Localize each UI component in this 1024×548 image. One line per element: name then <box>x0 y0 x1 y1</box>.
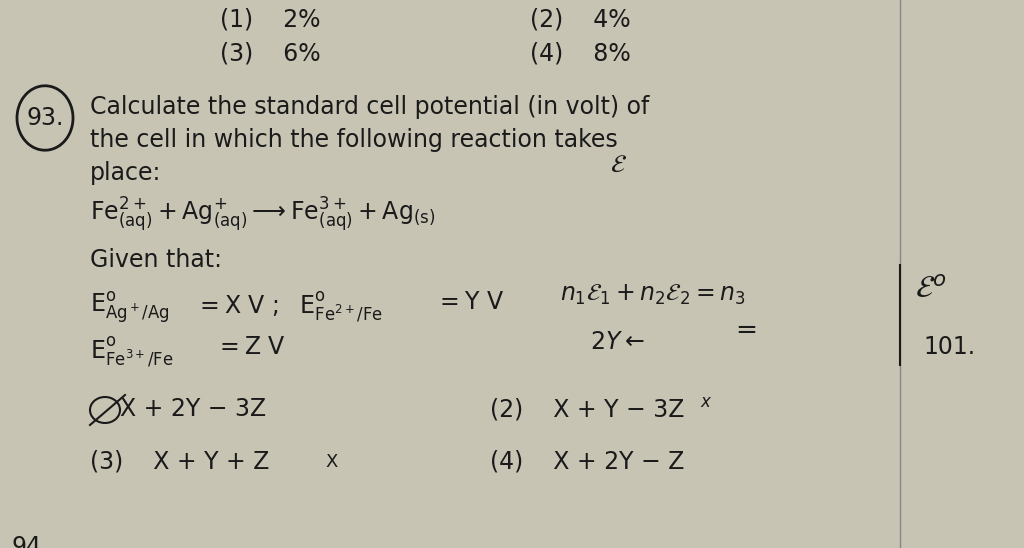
Text: $\mathrm{E^o_{Ag^+/Ag}}$: $\mathrm{E^o_{Ag^+/Ag}}$ <box>90 290 170 327</box>
Text: the cell in which the following reaction takes: the cell in which the following reaction… <box>90 128 617 152</box>
Text: (3)    6%: (3) 6% <box>220 42 321 66</box>
Text: 94.: 94. <box>11 535 49 548</box>
Text: (3)    X + Y + Z: (3) X + Y + Z <box>90 450 269 474</box>
Text: Given that:: Given that: <box>90 248 222 272</box>
Text: =: = <box>735 318 757 344</box>
Text: (2)    X + Y − 3Z: (2) X + Y − 3Z <box>490 397 684 421</box>
Text: X: X <box>325 453 337 471</box>
Text: $2Y\leftarrow$: $2Y\leftarrow$ <box>590 330 644 354</box>
Text: 101.: 101. <box>924 335 976 359</box>
Text: $= \mathrm{Y\ V}$: $= \mathrm{Y\ V}$ <box>435 290 504 314</box>
Text: (4)    8%: (4) 8% <box>530 42 631 66</box>
Text: (4)    X + 2Y − Z: (4) X + 2Y − Z <box>490 450 684 474</box>
Text: $\mathrm{E^o_{Fe^{3+}/Fe}}$: $\mathrm{E^o_{Fe^{3+}/Fe}}$ <box>90 335 173 369</box>
Text: $\mathcal{E}$: $\mathcal{E}$ <box>610 153 627 177</box>
Text: place:: place: <box>90 161 162 185</box>
Text: $= \mathrm{X\ V}\ ;\ \ \mathrm{E^o_{Fe^{2+}/Fe}}$: $= \mathrm{X\ V}\ ;\ \ \mathrm{E^o_{Fe^{… <box>195 290 383 324</box>
Text: (2)    4%: (2) 4% <box>530 8 631 32</box>
Text: 93.: 93. <box>27 106 63 130</box>
Text: $\mathrm{Fe^{2+}_{(aq)} + Ag^{+}_{(aq)} \longrightarrow Fe^{3+}_{(aq)} + Ag_{(s): $\mathrm{Fe^{2+}_{(aq)} + Ag^{+}_{(aq)} … <box>90 195 435 233</box>
Text: $n_1\mathcal{E}_1+n_2\mathcal{E}_2=n_3$: $n_1\mathcal{E}_1+n_2\mathcal{E}_2=n_3$ <box>560 283 745 307</box>
Text: X + 2Y − 3Z: X + 2Y − 3Z <box>120 397 266 421</box>
Text: (1)    2%: (1) 2% <box>220 8 321 32</box>
Text: $= \mathrm{Z\ V}$: $= \mathrm{Z\ V}$ <box>215 335 286 359</box>
Text: Calculate the standard cell potential (in volt) of: Calculate the standard cell potential (i… <box>90 95 649 119</box>
Text: x: x <box>700 393 710 411</box>
Text: $\mathcal{E}^o$: $\mathcal{E}^o$ <box>915 275 946 304</box>
